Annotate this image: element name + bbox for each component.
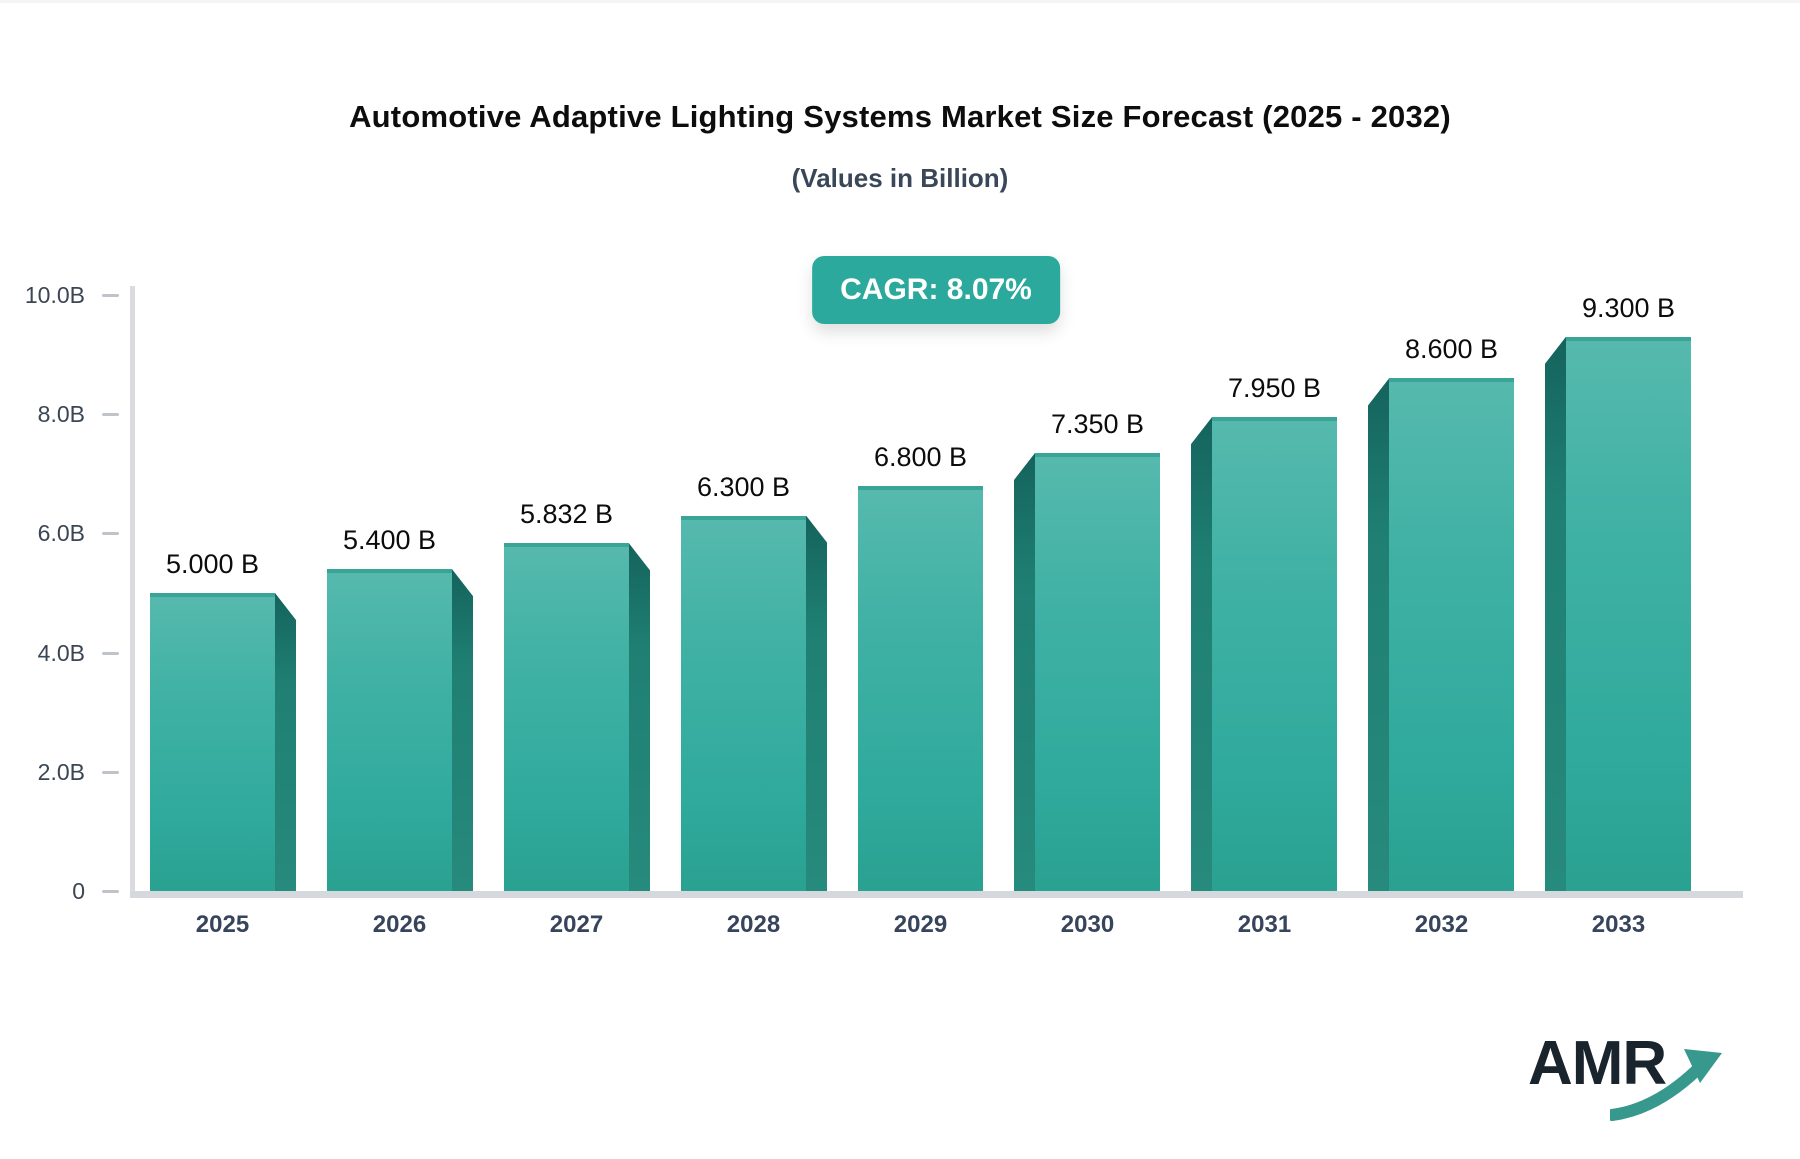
bar-side-2027	[629, 543, 650, 891]
bar-value-label: 6.300 B	[696, 471, 791, 502]
y-tick-label: 4.0B	[37, 639, 85, 666]
x-tick-label-2033: 2033	[1591, 911, 1646, 938]
bar-2031	[1212, 417, 1337, 891]
y-axis-line	[130, 286, 135, 898]
bar-2030	[1035, 452, 1160, 891]
amr-logo-text: AMR	[1528, 1029, 1667, 1098]
y-tick-label: 6.0B	[37, 520, 85, 547]
y-tick-label: 0	[72, 878, 85, 904]
bar-2026	[327, 569, 452, 891]
bar-value-label: 5.400 B	[342, 525, 437, 556]
y-tick-mark	[102, 294, 119, 297]
y-tick-label: 8.0B	[37, 401, 85, 428]
bar-side-2025	[275, 593, 296, 891]
bar-2025	[150, 593, 275, 891]
bar-value-label: 9.300 B	[1581, 292, 1676, 323]
x-axis-baseline	[130, 891, 1743, 898]
bar-2033	[1566, 336, 1691, 891]
amr-logo: AMR	[1528, 1033, 1728, 1123]
bar-side-2030	[1014, 452, 1035, 891]
y-tick-mark	[102, 890, 119, 893]
bar-2032	[1389, 378, 1514, 891]
x-tick-label-2032: 2032	[1414, 911, 1469, 938]
bar-value-label: 5.000 B	[165, 549, 260, 579]
y-tick-mark	[102, 651, 119, 655]
chart-title: Automotive Adaptive Lighting Systems Mar…	[349, 99, 1451, 134]
x-tick-label-2027: 2027	[549, 911, 604, 938]
bar-value-label: 7.950 B	[1227, 373, 1322, 404]
y-tick-mark	[102, 770, 119, 774]
y-tick-mark	[102, 532, 119, 536]
x-tick-label-2030: 2030	[1060, 911, 1115, 938]
cagr-badge: CAGR: 8.07%	[812, 256, 1060, 324]
bar-value-label: 5.832 B	[519, 499, 614, 530]
bar-side-2026	[452, 569, 473, 891]
bar-side-2028	[806, 515, 827, 891]
bar-value-label: 8.600 B	[1404, 334, 1499, 365]
bar-value-label: 6.800 B	[873, 441, 968, 472]
bar-side-2033	[1545, 336, 1566, 891]
x-tick-label-2028: 2028	[726, 911, 781, 938]
y-tick-label: 10.0B	[24, 282, 85, 308]
x-tick-label-2025: 2025	[195, 911, 250, 938]
x-tick-label-2026: 2026	[372, 911, 427, 938]
x-tick-label-2029: 2029	[893, 911, 948, 938]
bar-2028	[681, 515, 806, 891]
bar-side-2031	[1191, 417, 1212, 891]
bar-2029	[858, 485, 983, 891]
amr-logo-arrow-icon	[1610, 1049, 1722, 1121]
bar-side-2032	[1368, 378, 1389, 891]
bar-2027	[504, 543, 629, 891]
chart-subtitle: (Values in Billion)	[791, 163, 1009, 193]
y-tick-mark	[102, 413, 119, 417]
x-tick-label-2031: 2031	[1237, 911, 1292, 938]
y-tick-label: 2.0B	[37, 758, 85, 785]
bar-value-label: 7.350 B	[1050, 408, 1145, 439]
